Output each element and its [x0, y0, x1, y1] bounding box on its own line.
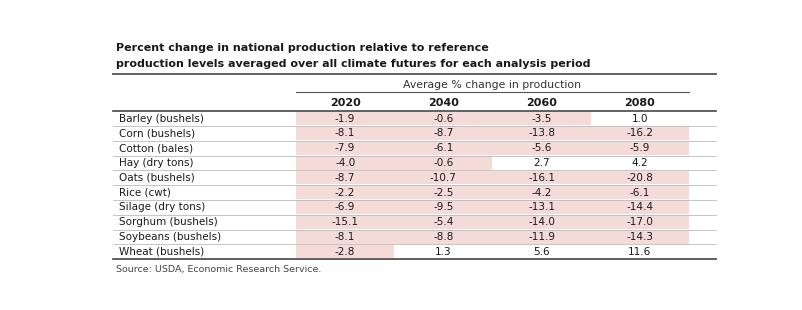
- Bar: [590, 111, 689, 125]
- Text: -6.9: -6.9: [335, 202, 355, 212]
- Text: 4.2: 4.2: [631, 158, 648, 168]
- Bar: [590, 200, 689, 214]
- Text: Rice (cwt): Rice (cwt): [119, 188, 171, 197]
- Bar: [590, 141, 689, 155]
- Text: -2.8: -2.8: [335, 247, 355, 257]
- Bar: [296, 200, 395, 214]
- Bar: [296, 215, 395, 229]
- Bar: [395, 156, 492, 170]
- Bar: [395, 126, 492, 140]
- Text: Corn (bushels): Corn (bushels): [119, 128, 195, 138]
- Bar: [395, 215, 492, 229]
- Text: -6.1: -6.1: [630, 188, 650, 197]
- Text: 1.3: 1.3: [435, 247, 452, 257]
- Bar: [395, 170, 492, 184]
- Text: -13.8: -13.8: [528, 128, 555, 138]
- Bar: [590, 156, 689, 170]
- Text: -8.7: -8.7: [335, 173, 355, 183]
- Bar: [395, 141, 492, 155]
- Bar: [296, 156, 395, 170]
- Bar: [590, 126, 689, 140]
- Text: Oats (bushels): Oats (bushels): [119, 173, 195, 183]
- Text: -16.2: -16.2: [626, 128, 654, 138]
- Bar: [590, 170, 689, 184]
- Bar: [590, 185, 689, 199]
- Text: -15.1: -15.1: [332, 217, 358, 227]
- Text: Barley (bushels): Barley (bushels): [119, 113, 204, 124]
- Text: -1.9: -1.9: [335, 113, 355, 124]
- Bar: [296, 126, 395, 140]
- Text: Soybeans (bushels): Soybeans (bushels): [119, 232, 221, 242]
- Bar: [590, 245, 689, 259]
- Text: Hay (dry tons): Hay (dry tons): [119, 158, 193, 168]
- Bar: [296, 245, 395, 259]
- Bar: [492, 230, 590, 244]
- Text: Silage (dry tons): Silage (dry tons): [119, 202, 205, 212]
- Text: 2.7: 2.7: [533, 158, 550, 168]
- Bar: [395, 185, 492, 199]
- Text: -0.6: -0.6: [433, 113, 453, 124]
- Text: Wheat (bushels): Wheat (bushels): [119, 247, 205, 257]
- Text: -5.6: -5.6: [532, 143, 552, 153]
- Bar: [492, 126, 590, 140]
- Text: -2.2: -2.2: [335, 188, 355, 197]
- Text: -2.5: -2.5: [433, 188, 454, 197]
- Bar: [296, 170, 395, 184]
- Bar: [492, 185, 590, 199]
- Text: -13.1: -13.1: [528, 202, 555, 212]
- Text: -20.8: -20.8: [626, 173, 653, 183]
- Text: -4.0: -4.0: [335, 158, 355, 168]
- Bar: [492, 215, 590, 229]
- Text: -14.0: -14.0: [528, 217, 555, 227]
- Bar: [492, 245, 590, 259]
- Text: 2020: 2020: [330, 98, 361, 108]
- Bar: [492, 170, 590, 184]
- Text: Cotton (bales): Cotton (bales): [119, 143, 193, 153]
- Text: Source: USDA, Economic Research Service.: Source: USDA, Economic Research Service.: [115, 265, 321, 274]
- Bar: [395, 230, 492, 244]
- Bar: [395, 245, 492, 259]
- Text: -5.4: -5.4: [433, 217, 454, 227]
- Bar: [492, 111, 590, 125]
- Text: Sorghum (bushels): Sorghum (bushels): [119, 217, 217, 227]
- Text: -7.9: -7.9: [335, 143, 355, 153]
- Bar: [492, 200, 590, 214]
- Text: -8.8: -8.8: [433, 232, 454, 242]
- Text: 2080: 2080: [625, 98, 655, 108]
- Bar: [296, 141, 395, 155]
- Bar: [590, 215, 689, 229]
- Text: -14.4: -14.4: [626, 202, 654, 212]
- Text: 5.6: 5.6: [533, 247, 550, 257]
- Text: -4.2: -4.2: [532, 188, 552, 197]
- Text: 11.6: 11.6: [628, 247, 651, 257]
- Text: -11.9: -11.9: [528, 232, 555, 242]
- Text: -17.0: -17.0: [626, 217, 653, 227]
- Text: -6.1: -6.1: [433, 143, 454, 153]
- Text: 2040: 2040: [428, 98, 459, 108]
- Text: -3.5: -3.5: [532, 113, 552, 124]
- Text: -8.1: -8.1: [335, 232, 355, 242]
- Text: -9.5: -9.5: [433, 202, 454, 212]
- Text: Average % change in production: Average % change in production: [403, 80, 581, 90]
- Bar: [395, 200, 492, 214]
- Bar: [590, 230, 689, 244]
- Text: -5.9: -5.9: [630, 143, 650, 153]
- Text: -8.7: -8.7: [433, 128, 454, 138]
- Text: -8.1: -8.1: [335, 128, 355, 138]
- Bar: [296, 230, 395, 244]
- Bar: [296, 185, 395, 199]
- Text: -14.3: -14.3: [626, 232, 654, 242]
- Bar: [492, 156, 590, 170]
- Bar: [395, 111, 492, 125]
- Bar: [492, 141, 590, 155]
- Bar: [296, 111, 395, 125]
- Text: -16.1: -16.1: [528, 173, 555, 183]
- Text: Percent change in national production relative to reference: Percent change in national production re…: [115, 43, 488, 53]
- Text: 1.0: 1.0: [631, 113, 648, 124]
- Text: -10.7: -10.7: [430, 173, 457, 183]
- Text: production levels averaged over all climate futures for each analysis period: production levels averaged over all clim…: [115, 59, 590, 69]
- Text: -0.6: -0.6: [433, 158, 453, 168]
- Text: 2060: 2060: [526, 98, 557, 108]
